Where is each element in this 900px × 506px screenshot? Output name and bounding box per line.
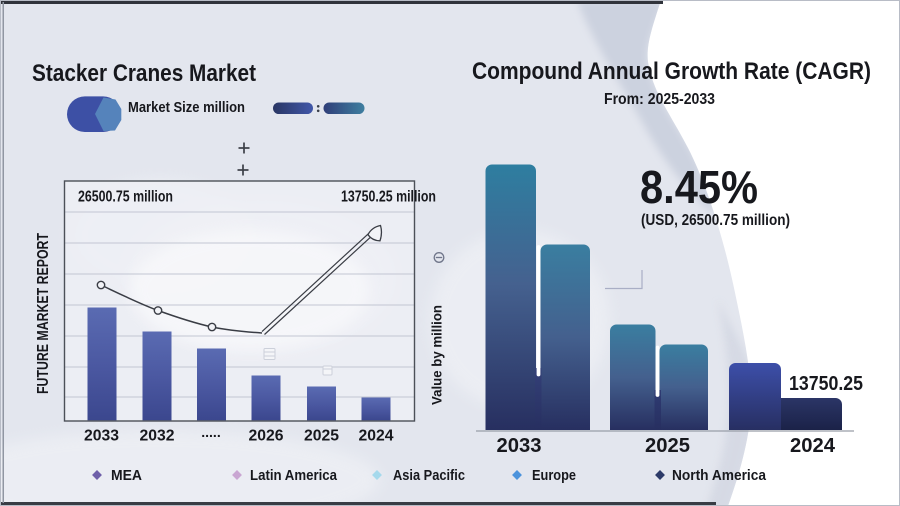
- svg-text:From: 2025-2033: From: 2025-2033: [604, 91, 715, 108]
- svg-text:Latin America: Latin America: [250, 468, 338, 484]
- svg-text:Europe: Europe: [532, 468, 576, 484]
- svg-text:8.45%: 8.45%: [640, 161, 758, 213]
- svg-text:(USD, 26500.75 million): (USD, 26500.75 million): [641, 212, 790, 229]
- svg-text:26500.75 million: 26500.75 million: [78, 189, 173, 206]
- svg-text:North America: North America: [672, 468, 767, 484]
- svg-text:Stacker Cranes Market: Stacker Cranes Market: [32, 60, 256, 87]
- svg-text:Compound Annual Growth Rate (C: Compound Annual Growth Rate (CAGR): [472, 58, 871, 85]
- svg-text:FUTURE MARKET REPORT: FUTURE MARKET REPORT: [35, 233, 52, 394]
- svg-text:2033: 2033: [497, 434, 542, 457]
- svg-text:2024: 2024: [359, 428, 394, 445]
- svg-text:13750.25: 13750.25: [789, 373, 863, 395]
- svg-text:13750.25 million: 13750.25 million: [341, 189, 436, 206]
- svg-text:2032: 2032: [140, 428, 175, 445]
- svg-text:2025: 2025: [304, 428, 339, 445]
- svg-text:2026: 2026: [249, 428, 284, 445]
- svg-text:2024: 2024: [790, 434, 836, 457]
- svg-text:MEA: MEA: [111, 468, 142, 484]
- svg-text:2033: 2033: [84, 428, 119, 445]
- svg-text:2025: 2025: [645, 434, 690, 457]
- svg-text:Asia Pacific: Asia Pacific: [393, 468, 465, 484]
- svg-text:Market Size million: Market Size million: [128, 99, 245, 116]
- svg-text:.....: .....: [201, 424, 220, 440]
- svg-text:Value by million: Value by million: [430, 305, 445, 405]
